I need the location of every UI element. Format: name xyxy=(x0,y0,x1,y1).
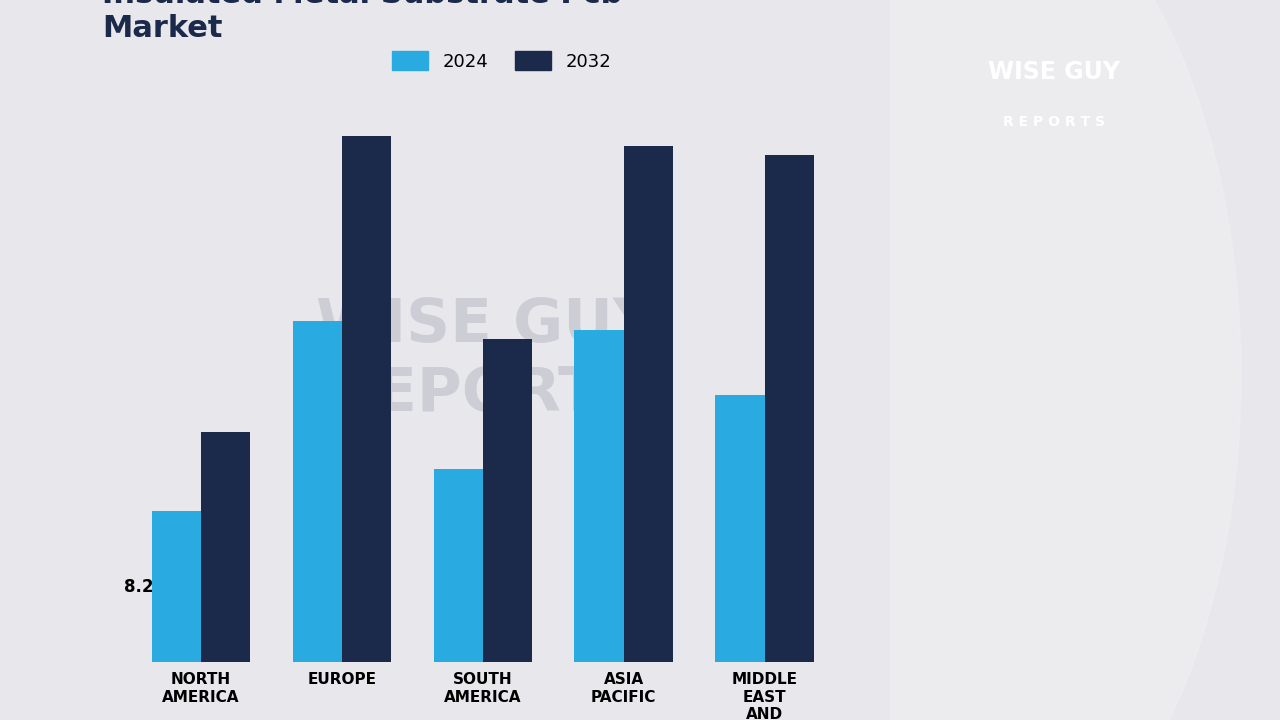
Bar xyxy=(201,432,251,662)
Bar xyxy=(342,137,392,662)
Bar xyxy=(293,321,342,662)
Text: 8.2: 8.2 xyxy=(124,577,154,595)
Text: WISE GUY: WISE GUY xyxy=(988,60,1120,84)
Bar xyxy=(483,339,532,662)
Bar xyxy=(764,155,814,662)
Legend: 2024, 2032: 2024, 2032 xyxy=(383,42,621,80)
Text: R E P O R T S: R E P O R T S xyxy=(1002,115,1105,130)
Bar xyxy=(623,145,673,662)
Bar xyxy=(716,395,764,662)
Bar xyxy=(152,511,201,662)
Text: WISE GUY
REPORTS: WISE GUY REPORTS xyxy=(316,297,657,423)
Circle shape xyxy=(678,0,1242,720)
Bar xyxy=(575,330,623,662)
Bar xyxy=(434,469,483,662)
Text: Insulated Metal Substrate Pcb
Market: Insulated Metal Substrate Pcb Market xyxy=(102,0,623,42)
